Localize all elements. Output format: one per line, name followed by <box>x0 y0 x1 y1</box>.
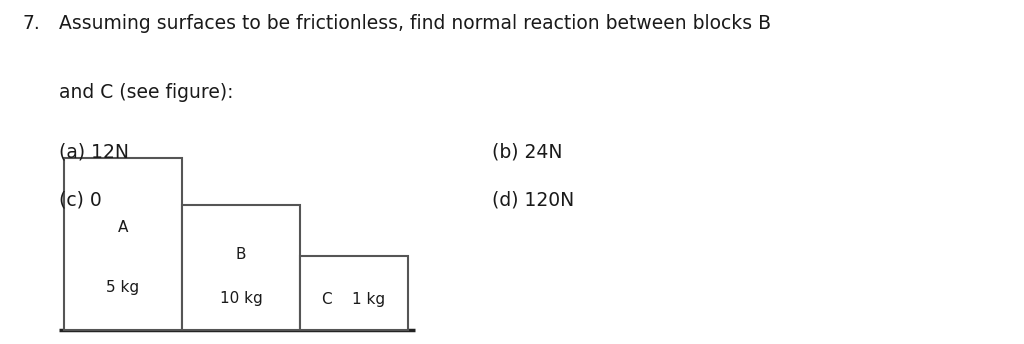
Text: Assuming surfaces to be frictionless, find normal reaction between blocks B: Assuming surfaces to be frictionless, fi… <box>59 14 771 33</box>
Bar <box>300 256 408 330</box>
Text: B: B <box>236 247 247 262</box>
Bar <box>63 158 182 330</box>
Text: 10 kg: 10 kg <box>220 291 262 307</box>
Text: A: A <box>118 219 128 235</box>
Text: (c) 0: (c) 0 <box>59 191 102 210</box>
Text: (a) 12N: (a) 12N <box>59 143 129 162</box>
Text: and C (see figure):: and C (see figure): <box>59 83 233 101</box>
Text: (d) 120N: (d) 120N <box>492 191 573 210</box>
Text: 7.: 7. <box>23 14 40 33</box>
Text: C: C <box>322 292 332 307</box>
Text: (b) 24N: (b) 24N <box>492 143 562 162</box>
Text: 1 kg: 1 kg <box>351 292 385 307</box>
Text: 5 kg: 5 kg <box>106 280 139 295</box>
Bar <box>182 205 300 330</box>
